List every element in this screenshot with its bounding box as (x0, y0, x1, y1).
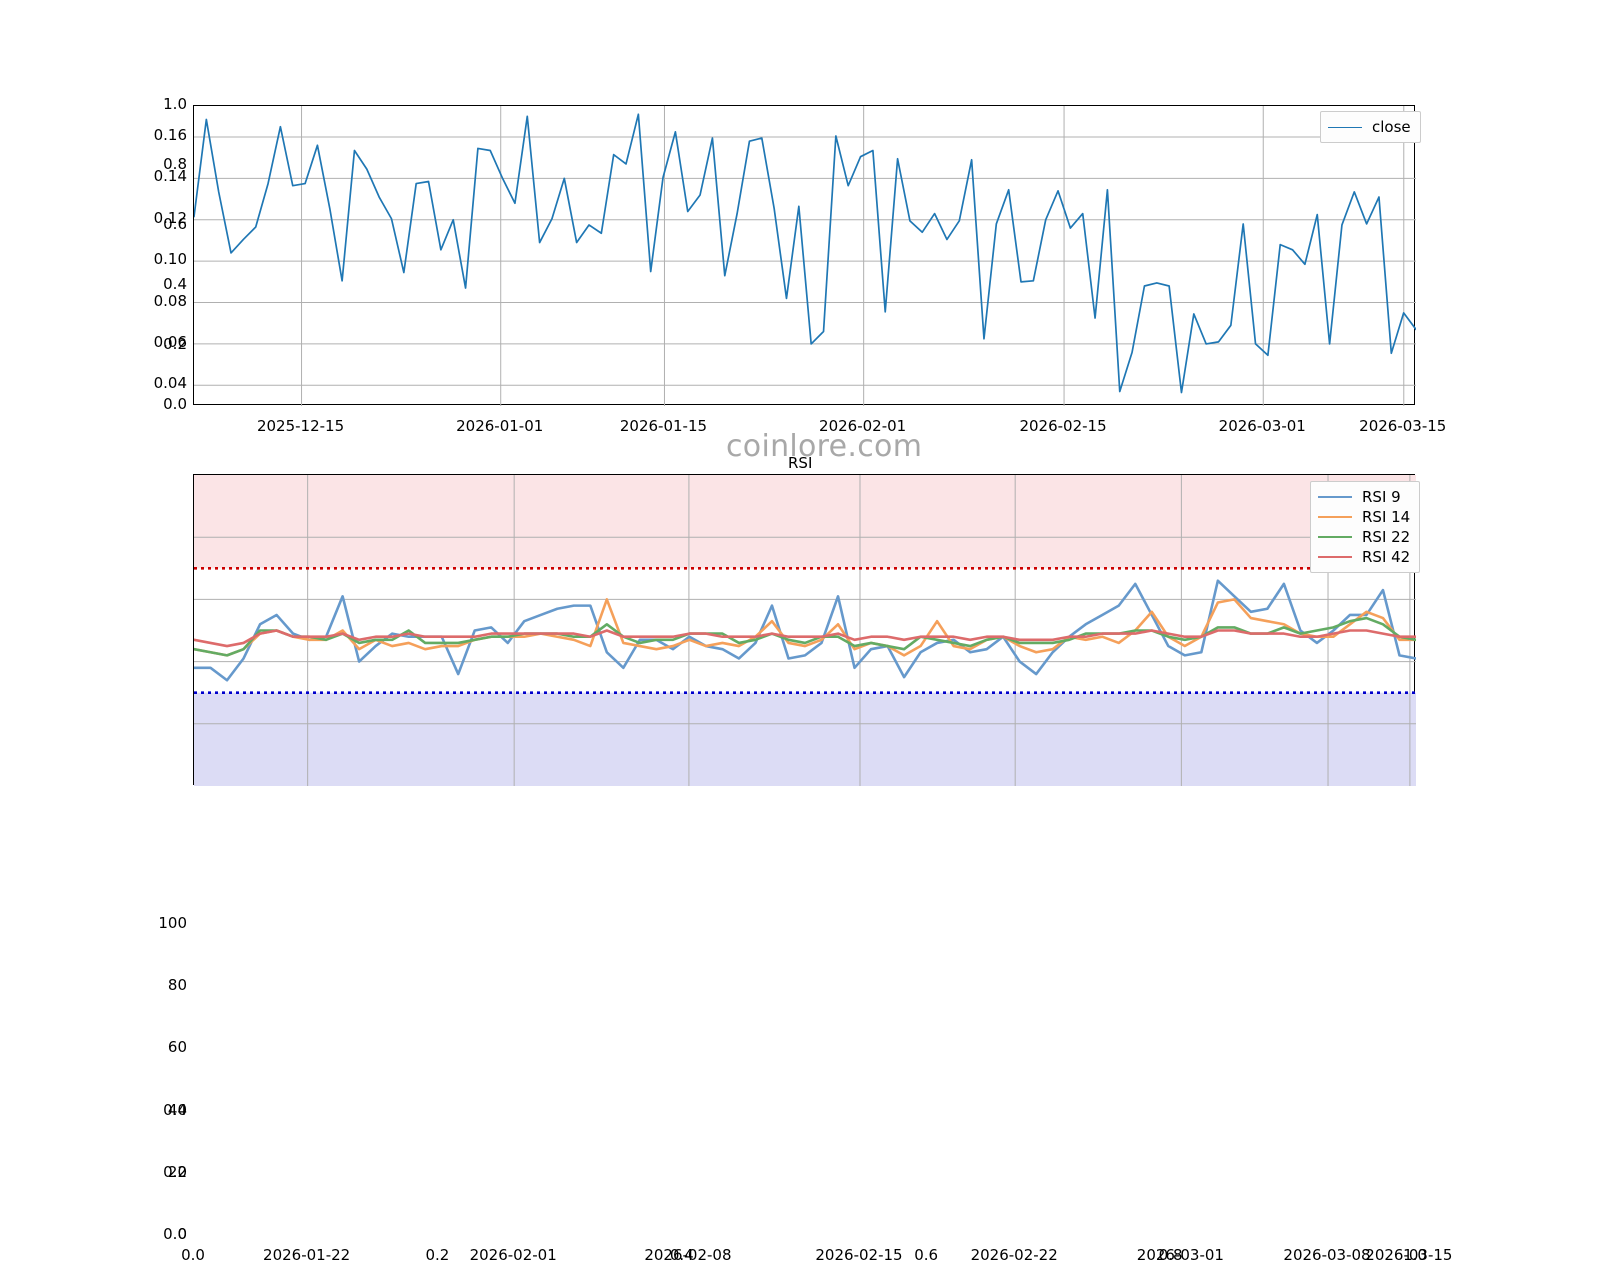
legend-swatch-icon (1318, 496, 1352, 498)
price-x-tick: 2026-03-15 (1359, 417, 1447, 435)
rsi-y-overlay-tick: 0.0 (163, 1225, 187, 1243)
rsi-plot-area (193, 474, 1416, 786)
price-x-tick: 2026-02-01 (819, 417, 907, 435)
legend-label: RSI 22 (1362, 528, 1411, 546)
price-y-tick: 0.04 (153, 374, 187, 393)
legend-label: RSI 9 (1362, 488, 1401, 506)
legend-item-rsi-22[interactable]: RSI 22 (1318, 527, 1410, 547)
price-plot-area (193, 105, 1416, 406)
price-y-overlay-tick: 1.0 (163, 95, 187, 113)
price-y-overlay-tick: 0.6 (163, 215, 187, 233)
price-y-overlay-tick: 0.0 (163, 395, 187, 413)
price-y-tick: 0.10 (153, 250, 187, 269)
price-panel: 0.04 0.06 0.08 0.10 0.12 0.14 0.16 0.0 0.2 0.4 0.… (0, 0, 1600, 450)
legend-item-close[interactable]: close (1328, 117, 1411, 137)
rsi-x-overlay-tick: 1.0 (1403, 1246, 1427, 1264)
watermark-coinlore: coinlore.com (726, 429, 923, 464)
price-y-overlay-tick: 0.8 (163, 155, 187, 173)
rsi-line-chart (194, 475, 1416, 786)
price-x-tick: 2026-01-15 (619, 417, 708, 435)
price-y-tick: 0.16 (153, 126, 187, 144)
price-legend[interactable]: close (1320, 111, 1421, 143)
legend-swatch-icon (1318, 556, 1352, 558)
rsi-x-overlay-tick: 0.6 (914, 1246, 939, 1264)
rsi-x-overlay-tick: 0.8 (1158, 1246, 1183, 1264)
rsi-y-tick: 60 (167, 1038, 187, 1057)
rsi-x-overlay-tick: 0.0 (181, 1246, 205, 1264)
rsi-x-tick: 2026-01-22 (263, 1246, 351, 1264)
rsi-y-tick: 80 (167, 976, 187, 995)
price-x-tick: 2026-01-01 (456, 417, 544, 435)
rsi-legend[interactable]: RSI 9 RSI 14 RSI 22 RSI 42 (1310, 481, 1421, 573)
price-x-tick: 2026-02-15 (1019, 417, 1107, 435)
legend-swatch-icon (1328, 126, 1362, 128)
price-y-tick: 0.08 (153, 291, 187, 310)
rsi-y-overlay-tick: 0.2 (163, 1162, 187, 1181)
legend-item-rsi-14[interactable]: RSI 14 (1318, 507, 1410, 527)
price-line-chart (194, 106, 1416, 406)
legend-label: close (1372, 118, 1411, 136)
legend-item-rsi-42[interactable]: RSI 42 (1318, 547, 1410, 567)
legend-swatch-icon (1318, 536, 1352, 538)
rsi-y-overlay-tick: 0.4 (163, 1100, 187, 1119)
legend-swatch-icon (1318, 516, 1352, 518)
price-y-tick: 0.14 (153, 167, 187, 186)
rsi-panel: RSI 0 20 40 60 80 100 0.0 0.2 0.4 2026-01-22 202… (0, 450, 1600, 1263)
price-y-tick: 0.06 (153, 332, 187, 351)
price-y-tick: 0.12 (153, 208, 187, 227)
price-x-tick: 2025-12-15 (256, 417, 345, 435)
price-x-tick: 2026-03-01 (1218, 417, 1306, 435)
rsi-title: RSI (788, 454, 813, 472)
price-y-overlay-tick: 0.4 (163, 275, 187, 293)
legend-label: RSI 42 (1362, 548, 1411, 566)
rsi-x-overlay-tick: 0.2 (425, 1246, 450, 1264)
rsi-y-tick: 100 (158, 914, 187, 932)
legend-item-rsi-9[interactable]: RSI 9 (1318, 487, 1410, 507)
legend-label: RSI 14 (1362, 508, 1411, 526)
rsi-x-tick: 2026-02-22 (970, 1246, 1058, 1264)
rsi-x-overlay-tick: 0.4 (669, 1246, 694, 1264)
price-y-overlay-tick: 0.2 (163, 335, 187, 353)
